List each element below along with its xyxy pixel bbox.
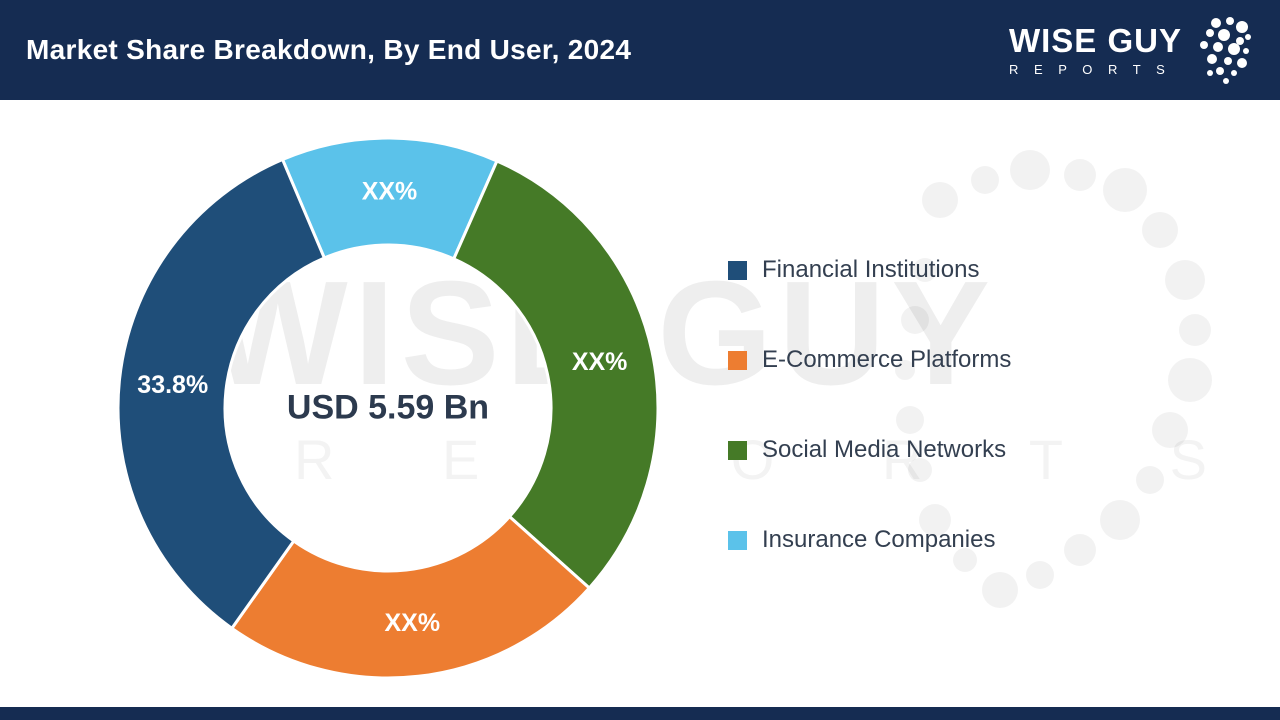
donut-segment-e-commerce-platforms — [230, 515, 591, 680]
segment-label-e-commerce-platforms: XX% — [384, 609, 440, 637]
brand-name: WISE GUY — [1008, 21, 1182, 59]
brand-subname: R E P O R T S — [1008, 61, 1171, 77]
brand-logo-text: WISE GUY R E P O R T S — [1009, 24, 1182, 77]
donut-segment-social-media-networks — [452, 159, 660, 590]
legend-swatch-insurance-companies — [728, 530, 747, 550]
legend-item-financial-institutions: Financial Institutions — [728, 258, 1011, 282]
legend-label-insurance-companies: Insurance Companies — [762, 526, 996, 553]
segment-label-social-media-networks: XX% — [572, 348, 628, 376]
legend-label-financial-institutions: Financial Institutions — [762, 256, 980, 283]
donut-segment-financial-institutions — [116, 157, 326, 630]
legend: Financial Institutions E-Commerce Platfo… — [728, 258, 1011, 552]
legend-swatch-social-media-networks — [728, 440, 747, 460]
header-bar: Market Share Breakdown, By End User, 202… — [0, 0, 1280, 100]
chart-area: WISE GUY R E P O R T S XX% XX% XX% 33.8% US… — [0, 100, 1280, 707]
legend-item-e-commerce-platforms: E-Commerce Platforms — [728, 348, 1011, 372]
legend-label-social-media-networks: Social Media Networks — [762, 436, 1007, 463]
legend-swatch-e-commerce-platforms — [728, 350, 747, 370]
legend-label-e-commerce-platforms: E-Commerce Platforms — [762, 346, 1012, 373]
footer-bar — [0, 707, 1280, 720]
segment-label-insurance-companies: XX% — [362, 178, 418, 206]
legend-item-social-media-networks: Social Media Networks — [728, 438, 1011, 462]
chart-center-value: USD 5.59 Bn — [286, 388, 490, 427]
brand-head-icon — [1200, 17, 1251, 84]
page-title: Market Share Breakdown, By End User, 202… — [26, 34, 632, 65]
legend-item-insurance-companies: Insurance Companies — [728, 528, 1011, 552]
legend-swatch-financial-institutions — [728, 260, 747, 280]
donut-chart: XX% XX% XX% 33.8% — [116, 136, 660, 680]
segment-label-financial-institutions: 33.8% — [137, 371, 208, 399]
brand-logo: WISE GUY R E P O R T S — [1009, 13, 1254, 87]
